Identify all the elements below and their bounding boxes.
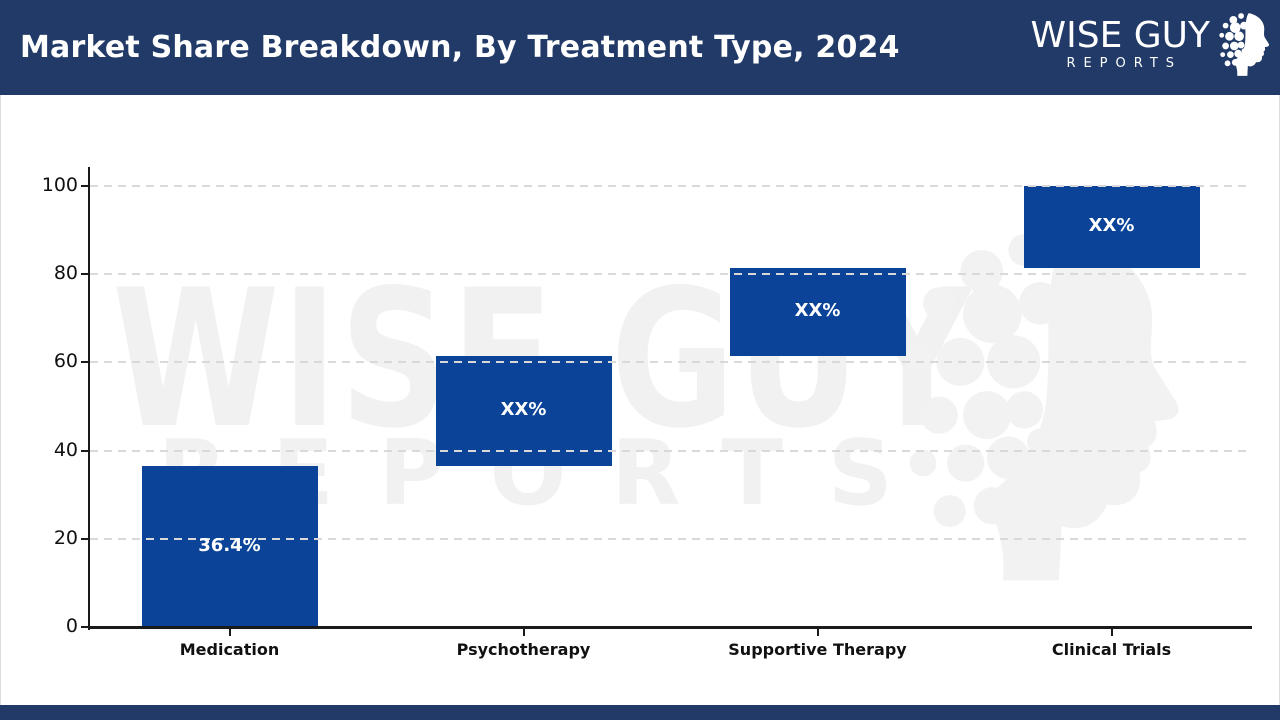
y-tick-mark bbox=[81, 361, 89, 364]
y-tick-label: 0 bbox=[65, 615, 78, 637]
category-label: Supportive Therapy bbox=[728, 640, 907, 659]
brand-logo-text: WISE GUY REPORTS bbox=[1030, 14, 1211, 72]
bar-value-label: 36.4% bbox=[198, 534, 261, 556]
category-label: Psychotherapy bbox=[456, 640, 591, 659]
watermark-head-icon bbox=[904, 233, 1179, 581]
y-tick-mark bbox=[81, 273, 89, 276]
x-tick-mark bbox=[816, 629, 819, 636]
x-tick-mark bbox=[228, 629, 231, 636]
bar-value-label: XX% bbox=[1088, 215, 1135, 237]
y-tick-mark bbox=[81, 626, 89, 628]
x-axis-line bbox=[88, 626, 1252, 629]
page-title: Market Share Breakdown, By Treatment Typ… bbox=[20, 30, 900, 65]
y-tick-label: 100 bbox=[41, 174, 78, 196]
y-tick-label: 20 bbox=[53, 526, 78, 549]
gridline-100 bbox=[90, 185, 1252, 187]
bar-medication bbox=[141, 466, 318, 627]
category-label: Medication bbox=[179, 640, 280, 659]
gridline-20 bbox=[90, 537, 1252, 540]
y-tick-mark bbox=[81, 449, 89, 452]
brand-name: WISE GUY bbox=[1030, 14, 1211, 56]
y-tick-label: 40 bbox=[53, 438, 78, 461]
x-tick-mark bbox=[1110, 629, 1113, 636]
bar-value-label: XX% bbox=[794, 300, 841, 322]
brand-head-icon bbox=[1219, 13, 1270, 76]
gridline-40 bbox=[90, 449, 1252, 452]
footer-bar bbox=[0, 705, 1280, 720]
gridline-80 bbox=[90, 273, 1252, 276]
y-tick-mark bbox=[81, 537, 89, 540]
bar-psychotherapy bbox=[435, 356, 612, 467]
category-label: Clinical Trials bbox=[1051, 640, 1172, 659]
brand-logo: WISE GUY REPORTS bbox=[1031, 6, 1273, 82]
brand-subname: REPORTS bbox=[1066, 56, 1183, 72]
y-tick-label: 80 bbox=[53, 262, 78, 285]
gridline-60 bbox=[90, 361, 1252, 364]
y-tick-label: 60 bbox=[53, 350, 78, 373]
bar-supportive-therapy bbox=[729, 268, 906, 357]
x-tick-mark bbox=[522, 629, 525, 636]
bar-clinical-trials bbox=[1023, 186, 1200, 269]
bar-value-label: XX% bbox=[500, 399, 547, 421]
header-bar: Market Share Breakdown, By Treatment Typ… bbox=[0, 0, 1280, 95]
y-axis-line bbox=[88, 167, 90, 630]
y-tick-mark bbox=[81, 185, 89, 187]
